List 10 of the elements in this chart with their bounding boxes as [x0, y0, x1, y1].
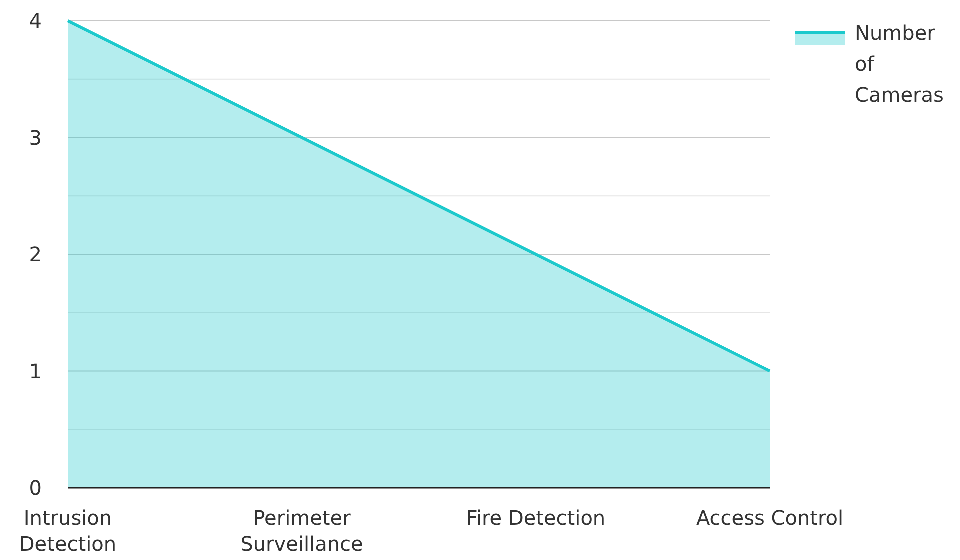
y-tick-label: 0	[29, 476, 42, 500]
y-tick-label: 4	[29, 9, 42, 33]
y-tick-label: 1	[29, 359, 42, 384]
x-tick-label: Fire Detection	[466, 506, 606, 530]
y-tick-label: 3	[29, 126, 42, 150]
legend-label: Number of Cameras	[855, 21, 944, 107]
x-tick-label: Perimeter Surveillance	[240, 506, 364, 556]
x-tick-label: Access Control	[696, 506, 844, 530]
y-tick-label: 2	[29, 242, 42, 266]
x-tick-label: Intrusion Detection	[19, 506, 117, 556]
